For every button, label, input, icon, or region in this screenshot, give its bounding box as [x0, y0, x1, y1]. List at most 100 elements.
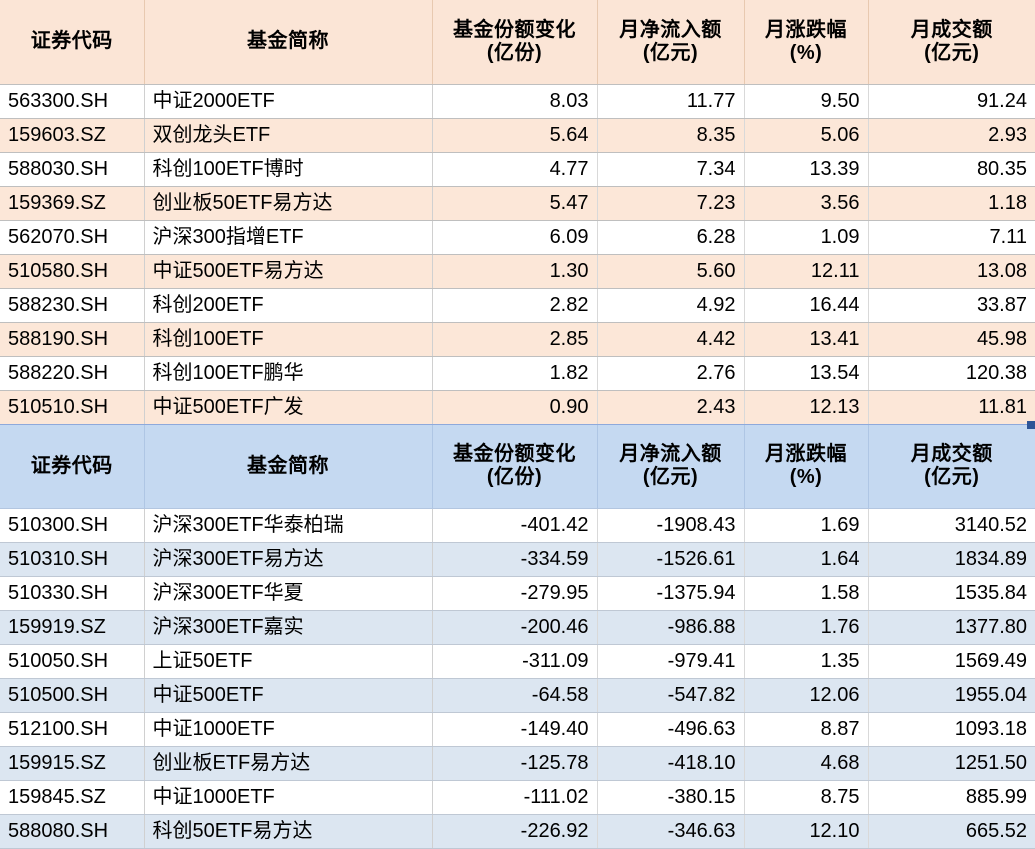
- cell-turn[interactable]: 1569.49: [868, 645, 1035, 679]
- cell-share[interactable]: -226.92: [432, 815, 597, 849]
- cell-name[interactable]: 中证500ETF广发: [144, 390, 432, 424]
- cell-name[interactable]: 沪深300指增ETF: [144, 220, 432, 254]
- cell-flow[interactable]: 7.23: [597, 186, 744, 220]
- cell-share[interactable]: -149.40: [432, 713, 597, 747]
- cell-turn[interactable]: 7.11: [868, 220, 1035, 254]
- cell-name[interactable]: 科创100ETF: [144, 322, 432, 356]
- cell-chg[interactable]: 12.06: [744, 679, 868, 713]
- table2-col-header-flow[interactable]: 月净流入额 (亿元): [597, 425, 744, 509]
- cell-share[interactable]: 0.90: [432, 390, 597, 424]
- cell-chg[interactable]: 13.41: [744, 322, 868, 356]
- selection-handle[interactable]: [1027, 421, 1035, 429]
- cell-turn[interactable]: 1377.80: [868, 611, 1035, 645]
- cell-share[interactable]: 5.47: [432, 186, 597, 220]
- cell-chg[interactable]: 13.54: [744, 356, 868, 390]
- cell-flow[interactable]: 4.92: [597, 288, 744, 322]
- cell-name[interactable]: 创业板ETF易方达: [144, 747, 432, 781]
- cell-name[interactable]: 科创50ETF易方达: [144, 815, 432, 849]
- cell-flow[interactable]: -418.10: [597, 747, 744, 781]
- cell-flow[interactable]: -380.15: [597, 781, 744, 815]
- cell-name[interactable]: 创业板50ETF易方达: [144, 186, 432, 220]
- cell-flow[interactable]: 4.42: [597, 322, 744, 356]
- cell-chg[interactable]: 13.39: [744, 152, 868, 186]
- table2-col-header-chg[interactable]: 月涨跌幅 (%): [744, 425, 868, 509]
- cell-chg[interactable]: 1.64: [744, 543, 868, 577]
- cell-flow[interactable]: 8.35: [597, 118, 744, 152]
- cell-share[interactable]: -125.78: [432, 747, 597, 781]
- cell-flow[interactable]: -547.82: [597, 679, 744, 713]
- cell-share[interactable]: 5.64: [432, 118, 597, 152]
- cell-flow[interactable]: -979.41: [597, 645, 744, 679]
- cell-name[interactable]: 科创200ETF: [144, 288, 432, 322]
- cell-share[interactable]: 1.82: [432, 356, 597, 390]
- net-outflow-top-etf-table[interactable]: 证券代码 基金简称 基金份额变化 (亿份) 月净流入额 (亿元) 月涨跌幅: [0, 425, 1035, 849]
- cell-code[interactable]: 588230.SH: [0, 288, 144, 322]
- cell-chg[interactable]: 3.56: [744, 186, 868, 220]
- cell-turn[interactable]: 45.98: [868, 322, 1035, 356]
- cell-turn[interactable]: 80.35: [868, 152, 1035, 186]
- cell-share[interactable]: 4.77: [432, 152, 597, 186]
- cell-code[interactable]: 588030.SH: [0, 152, 144, 186]
- cell-flow[interactable]: 2.43: [597, 390, 744, 424]
- cell-code[interactable]: 159603.SZ: [0, 118, 144, 152]
- cell-share[interactable]: 1.30: [432, 254, 597, 288]
- cell-code[interactable]: 588220.SH: [0, 356, 144, 390]
- table2-col-header-code[interactable]: 证券代码: [0, 425, 144, 509]
- cell-chg[interactable]: 1.09: [744, 220, 868, 254]
- cell-turn[interactable]: 2.93: [868, 118, 1035, 152]
- cell-name[interactable]: 双创龙头ETF: [144, 118, 432, 152]
- cell-name[interactable]: 中证1000ETF: [144, 781, 432, 815]
- cell-flow[interactable]: -1375.94: [597, 577, 744, 611]
- cell-name[interactable]: 科创100ETF博时: [144, 152, 432, 186]
- cell-share[interactable]: -279.95: [432, 577, 597, 611]
- cell-turn[interactable]: 3140.52: [868, 509, 1035, 543]
- cell-share[interactable]: -401.42: [432, 509, 597, 543]
- cell-chg[interactable]: 8.75: [744, 781, 868, 815]
- cell-turn[interactable]: 11.81: [868, 390, 1035, 424]
- cell-name[interactable]: 沪深300ETF嘉实: [144, 611, 432, 645]
- cell-share[interactable]: -334.59: [432, 543, 597, 577]
- cell-name[interactable]: 上证50ETF: [144, 645, 432, 679]
- cell-code[interactable]: 159915.SZ: [0, 747, 144, 781]
- cell-name[interactable]: 中证2000ETF: [144, 84, 432, 118]
- cell-chg[interactable]: 1.76: [744, 611, 868, 645]
- cell-code[interactable]: 563300.SH: [0, 84, 144, 118]
- cell-share[interactable]: 6.09: [432, 220, 597, 254]
- cell-turn[interactable]: 1535.84: [868, 577, 1035, 611]
- cell-share[interactable]: -200.46: [432, 611, 597, 645]
- cell-turn[interactable]: 665.52: [868, 815, 1035, 849]
- table2-col-header-name[interactable]: 基金简称: [144, 425, 432, 509]
- cell-name[interactable]: 沪深300ETF华夏: [144, 577, 432, 611]
- cell-flow[interactable]: -1908.43: [597, 509, 744, 543]
- cell-share[interactable]: -64.58: [432, 679, 597, 713]
- cell-turn[interactable]: 1251.50: [868, 747, 1035, 781]
- cell-chg[interactable]: 1.69: [744, 509, 868, 543]
- cell-code[interactable]: 512100.SH: [0, 713, 144, 747]
- cell-turn[interactable]: 1093.18: [868, 713, 1035, 747]
- cell-chg[interactable]: 8.87: [744, 713, 868, 747]
- cell-chg[interactable]: 5.06: [744, 118, 868, 152]
- cell-turn[interactable]: 1.18: [868, 186, 1035, 220]
- cell-name[interactable]: 沪深300ETF华泰柏瑞: [144, 509, 432, 543]
- cell-chg[interactable]: 16.44: [744, 288, 868, 322]
- table1-col-header-flow[interactable]: 月净流入额 (亿元): [597, 0, 744, 84]
- cell-chg[interactable]: 1.58: [744, 577, 868, 611]
- cell-turn[interactable]: 33.87: [868, 288, 1035, 322]
- cell-chg[interactable]: 12.13: [744, 390, 868, 424]
- cell-code[interactable]: 588080.SH: [0, 815, 144, 849]
- cell-flow[interactable]: 5.60: [597, 254, 744, 288]
- cell-code[interactable]: 562070.SH: [0, 220, 144, 254]
- cell-flow[interactable]: -346.63: [597, 815, 744, 849]
- cell-flow[interactable]: 2.76: [597, 356, 744, 390]
